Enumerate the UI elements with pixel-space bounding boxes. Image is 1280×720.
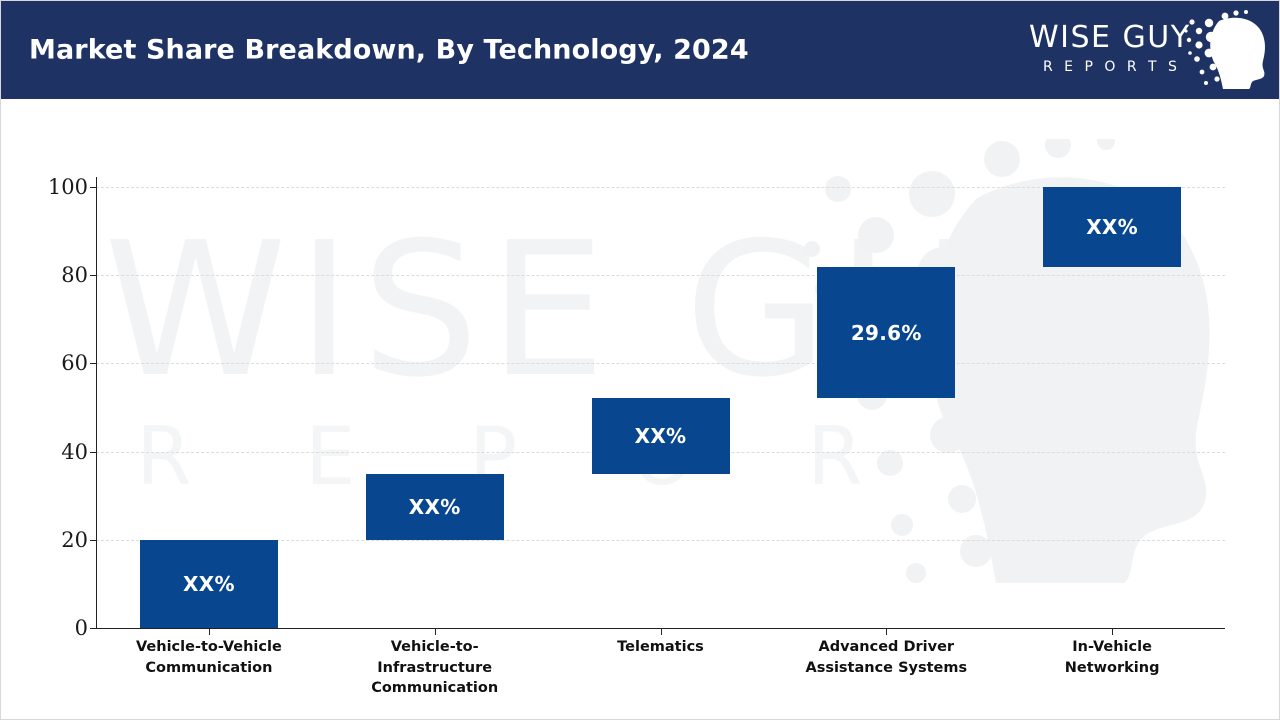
category-label-line: Vehicle-to-: [390, 639, 479, 655]
x-axis-category-label-5: In-Vehicle Networking: [999, 637, 1225, 678]
y-axis-tick-mark: [90, 275, 96, 277]
y-axis-tick-label: 100: [47, 175, 88, 199]
chart-axes: 0 20 40 60 80 100 XX% Vehicle-to-Vehicle Communi…: [1, 99, 1279, 719]
y-axis-tick-label: 60: [61, 351, 88, 376]
bar-4[interactable]: 29.6%: [817, 267, 956, 398]
x-axis-category-label-4: Advanced Driver Assistance Systems: [773, 637, 999, 678]
category-label-line: Infrastructure: [377, 659, 493, 676]
bar-3[interactable]: XX%: [591, 397, 730, 474]
bar-1[interactable]: XX%: [139, 539, 278, 628]
y-axis-tick-mark: [90, 187, 96, 188]
category-label-line: Communication: [371, 680, 499, 697]
gridline: [96, 275, 1225, 277]
logo-primary-text: WISE GUY: [1029, 20, 1191, 55]
page-title: Market Share Breakdown, By Technology, 2…: [29, 34, 749, 66]
category-label-line: In-Vehicle: [1072, 639, 1152, 655]
x-axis-tick-mark: [1112, 628, 1114, 635]
x-axis-category-label-3: Telematics: [548, 637, 774, 658]
gridline: [96, 187, 1225, 188]
y-axis-tick-label: 40: [61, 439, 88, 464]
y-axis-tick-mark: [90, 363, 96, 365]
logo-secondary-text: R E P O R T S: [1043, 59, 1180, 75]
bar-value-label: 29.6%: [850, 320, 922, 345]
y-axis-tick-label: 80: [61, 263, 88, 288]
bar-value-label: XX%: [1086, 215, 1138, 240]
wise-guy-reports-logo: WISE GUY R E P O R T S: [1023, 9, 1273, 91]
logo-svg: WISE GUY R E P O R T S: [1029, 10, 1265, 89]
bar-value-label: XX%: [408, 494, 461, 519]
y-axis-tick-mark: [90, 539, 96, 541]
y-axis-tick-label: 0: [74, 616, 88, 640]
bar-2[interactable]: XX%: [365, 473, 504, 540]
y-axis-line: [96, 177, 97, 628]
y-axis-tick-mark: [90, 628, 96, 629]
chart-plot-area: WISE GUY R E P O R T S: [1, 99, 1279, 719]
category-label-line: Networking: [1064, 659, 1160, 676]
x-axis-tick-mark: [660, 628, 662, 635]
category-label-line: Vehicle-to-Vehicle: [136, 639, 282, 655]
gridline: [96, 539, 1225, 541]
x-axis-category-label-1: Vehicle-to-Vehicle Communication: [96, 637, 322, 678]
y-axis-tick-mark: [90, 451, 96, 453]
bar-5[interactable]: XX%: [1043, 187, 1182, 268]
category-label-line: Communication: [145, 659, 273, 676]
x-axis-tick-mark: [208, 628, 210, 635]
x-axis-tick-mark: [434, 628, 436, 635]
logo-head-icon: [1184, 10, 1265, 89]
category-label-line: Telematics: [617, 639, 704, 655]
x-axis-category-label-2: Vehicle-to- Infrastructure Communication: [322, 637, 548, 699]
y-axis-tick-label: 20: [61, 527, 88, 552]
x-axis-tick-mark: [886, 628, 888, 635]
gridline: [96, 363, 1225, 365]
category-label-line: Assistance Systems: [805, 659, 968, 676]
page-header: Market Share Breakdown, By Technology, 2…: [1, 1, 1279, 99]
category-label-line: Advanced Driver: [818, 639, 955, 655]
bar-value-label: XX%: [183, 571, 235, 596]
bar-value-label: XX%: [634, 423, 687, 448]
